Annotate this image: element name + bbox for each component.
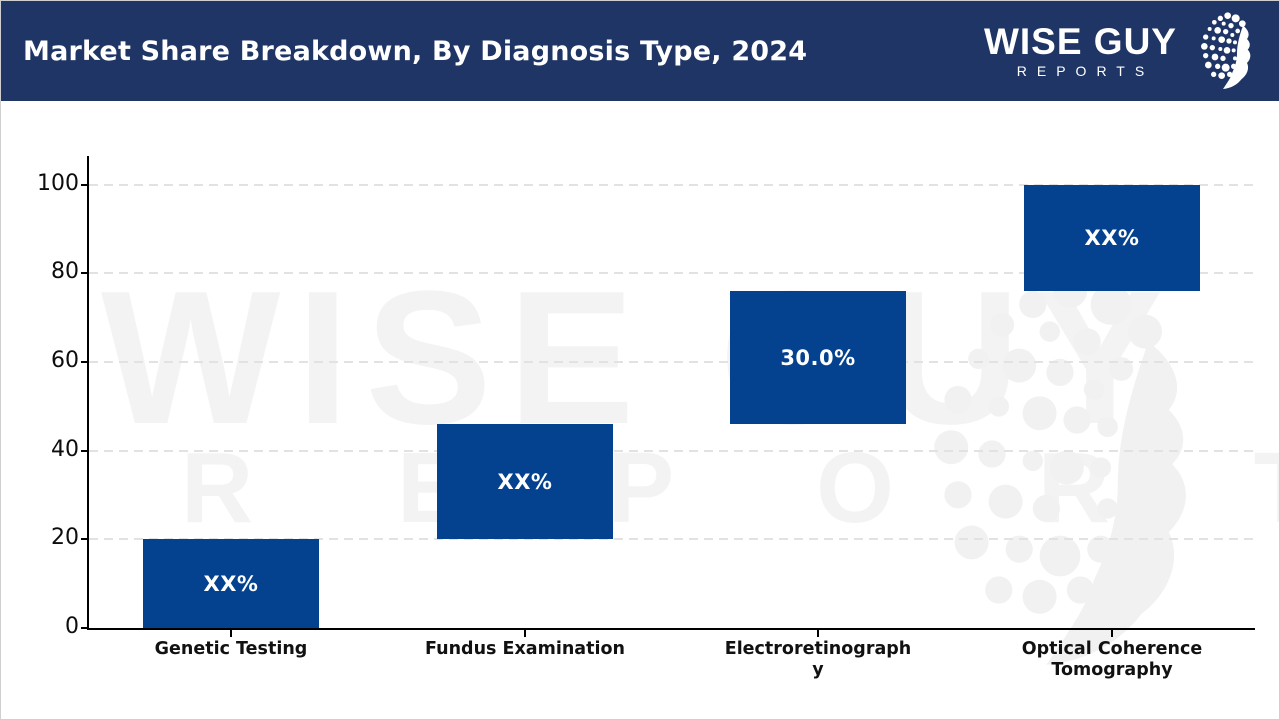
- gridline-40: [89, 449, 1253, 452]
- gridline-80: [89, 272, 1253, 275]
- y-tick-100: [81, 183, 88, 186]
- x-label-optical-coherence-tomography: Optical Coherence Tomography: [1021, 639, 1203, 680]
- bar-optical-coherence-tomography: XX%: [1024, 184, 1200, 291]
- x-tick-optical-coherence-tomography: [1111, 630, 1113, 637]
- y-tick-label-60: 60: [51, 347, 79, 373]
- x-label-genetic-testing: Genetic Testing: [154, 639, 308, 659]
- y-tick-label-0: 0: [65, 614, 79, 639]
- brand-logo: WISE GUY REPORTS: [984, 11, 1255, 91]
- y-axis-line: [87, 156, 89, 630]
- chart: WISE GUY R E P O R T S XX%XX%30.0%XX% 02…: [1, 101, 1279, 719]
- x-axis-line: [87, 628, 1255, 630]
- x-label-electroretinography: Electroretinograph y: [724, 639, 912, 680]
- brand-logo-text: WISE GUY REPORTS: [984, 22, 1177, 80]
- dotted-face-icon: [1201, 12, 1251, 89]
- brand-subtitle: REPORTS: [1016, 63, 1155, 79]
- y-tick-label-40: 40: [51, 436, 79, 462]
- header-bar: Market Share Breakdown, By Diagnosis Typ…: [1, 1, 1279, 101]
- y-tick-40: [81, 449, 88, 452]
- gridline-100: [89, 183, 1253, 186]
- x-tick-genetic-testing: [230, 630, 232, 637]
- y-tick-80: [81, 272, 88, 275]
- bar-value-label: XX%: [203, 571, 259, 596]
- bar-value-label: XX%: [1084, 225, 1140, 250]
- bar-fundus-examination: XX%: [437, 424, 613, 540]
- bar-genetic-testing: XX%: [143, 539, 319, 628]
- y-tick-0: [81, 627, 88, 629]
- bar-value-label: 30.0%: [780, 345, 856, 370]
- y-tick-20: [81, 538, 88, 541]
- y-tick-label-100: 100: [37, 170, 79, 196]
- page-title: Market Share Breakdown, By Diagnosis Typ…: [23, 35, 808, 67]
- bar-electroretinography: 30.0%: [730, 291, 906, 425]
- x-tick-fundus-examination: [524, 630, 526, 637]
- y-tick-label-20: 20: [51, 525, 79, 551]
- y-tick-label-80: 80: [51, 259, 79, 285]
- bar-value-label: XX%: [497, 469, 553, 494]
- gridline-20: [89, 538, 1253, 541]
- x-label-fundus-examination: Fundus Examination: [425, 639, 625, 659]
- brand-name: WISE GUY: [983, 21, 1177, 62]
- x-tick-electroretinography: [817, 630, 819, 637]
- gridline-60: [89, 360, 1253, 363]
- y-tick-60: [81, 360, 88, 363]
